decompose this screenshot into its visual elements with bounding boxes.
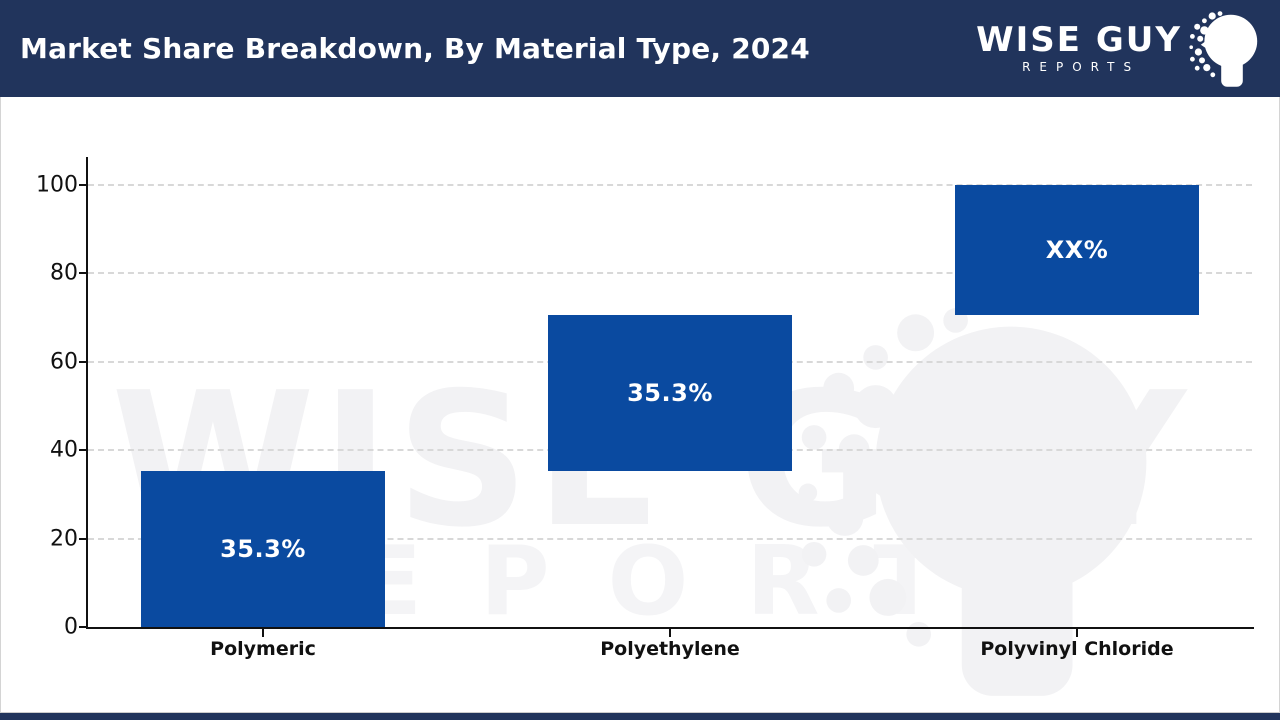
- y-tick-mark: [79, 272, 86, 275]
- y-tick-label: 60: [50, 349, 78, 375]
- face-profile-icon: [1184, 6, 1262, 92]
- y-tick-mark: [79, 626, 86, 628]
- header-bar: Market Share Breakdown, By Material Type…: [0, 0, 1280, 97]
- y-tick-label: 80: [50, 260, 78, 286]
- y-tick-mark: [79, 449, 86, 452]
- y-tick-label: 0: [64, 614, 78, 640]
- gridline-80: [88, 272, 1252, 275]
- page-title: Market Share Breakdown, By Material Type…: [20, 32, 810, 65]
- y-tick-label: 100: [36, 172, 78, 198]
- y-tick-mark: [79, 360, 86, 363]
- bar-value-label: XX%: [1045, 235, 1109, 264]
- brand-subname: REPORTS: [1022, 60, 1141, 74]
- gridline-20: [88, 537, 1252, 540]
- x-tick-mark: [262, 629, 264, 637]
- brand-name: WISE GUY: [976, 20, 1182, 60]
- y-tick-label: 40: [50, 437, 78, 463]
- y-tick-label: 20: [50, 526, 78, 552]
- x-tick-mark: [1076, 629, 1078, 637]
- gridline-100: [88, 184, 1252, 186]
- bar-value-label: 35.3%: [627, 378, 713, 407]
- x-tick-mark: [669, 629, 671, 637]
- category-label: Polyethylene: [600, 638, 740, 660]
- bar-polyethylene: 35.3%: [548, 314, 792, 471]
- category-label: Polyvinyl Chloride: [980, 638, 1174, 660]
- y-tick-mark: [79, 184, 86, 186]
- bar-polymeric: 35.3%: [141, 470, 385, 627]
- bar-value-label: 35.3%: [220, 534, 306, 563]
- footer-bar: [0, 713, 1280, 720]
- x-axis: [86, 627, 1254, 629]
- bar-polyvinyl-chloride: XX%: [955, 185, 1199, 315]
- y-axis: [86, 157, 88, 629]
- brand-logo-text: WISE GUY REPORTS: [976, 23, 1182, 74]
- y-tick-mark: [79, 537, 86, 540]
- brand-logo: WISE GUY REPORTS: [976, 6, 1266, 92]
- category-label: Polymeric: [210, 638, 316, 660]
